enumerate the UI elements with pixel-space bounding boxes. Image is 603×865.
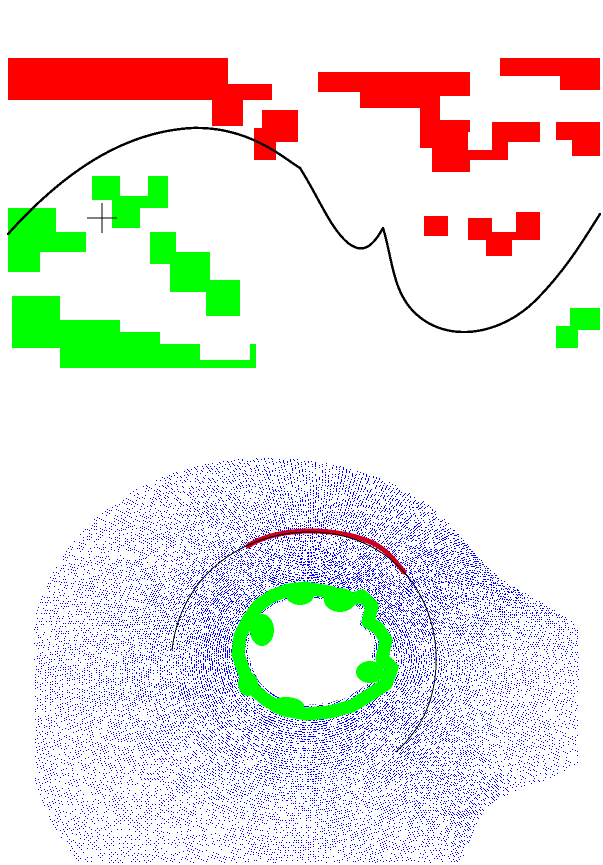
map-land-north-layer [8, 58, 600, 256]
polar-land-layer [231, 581, 399, 721]
map-svg [6, 58, 602, 368]
polar-thin-boundary-layer [171, 531, 437, 753]
map-land-south-layer [8, 176, 600, 368]
panel-polar-projection [0, 400, 603, 865]
polar-svg [34, 458, 579, 863]
panel-equirectangular-map [0, 0, 603, 400]
map-crosshair-marker [87, 203, 117, 233]
map-heavy-contour-layer [6, 126, 602, 334]
polar-highlight-arc [245, 528, 407, 575]
